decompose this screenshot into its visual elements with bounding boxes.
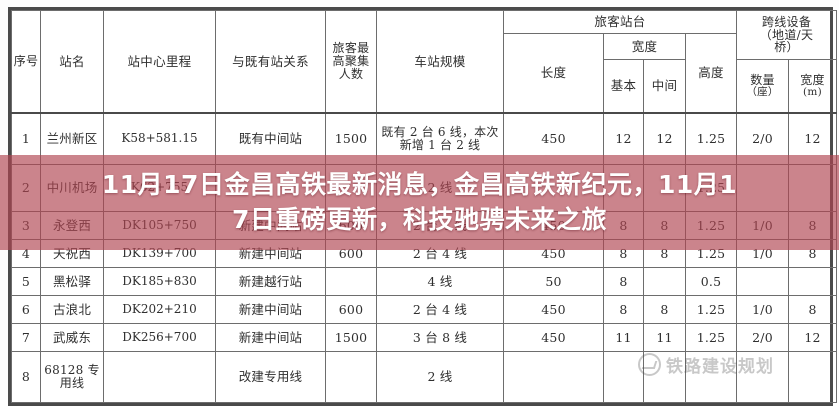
cell-seq: 7 [11,323,41,352]
th-height: 高度 [684,33,738,114]
cell-width-middle: 8 [643,295,686,324]
cell-height: 0.5 [684,267,738,296]
cell-relation: 改建专用线 [215,351,326,403]
cell-station-name: 68128 专用线 [40,351,104,403]
th-platform-group: 旅客站台 [502,10,738,34]
cell-max-gather: 600 [325,295,377,324]
cell-max-gather: 1500 [325,323,377,352]
cell-center-mileage: DK256+700 [103,323,216,352]
cell-station-scale: 3 台 8 线 [376,323,504,352]
th-station-scale: 车站规模 [376,10,504,114]
cell-cross-width: 8 [788,295,838,324]
cell-width-middle [643,267,686,296]
cell-height [684,351,738,403]
cell-length: 50 [503,267,604,296]
cell-cross-width: 12 [788,323,838,352]
cell-station-scale: 2 台 4 线 [376,295,504,324]
cell-width-basic: 8 [603,267,644,296]
th-relation: 与既有站关系 [215,10,326,114]
th-max-gather: 旅客最高聚集人数 [325,10,377,114]
cell-max-gather [325,267,377,296]
cell-quantity [736,351,790,403]
cell-width-middle: 11 [643,323,686,352]
cell-width-basic: 8 [603,295,644,324]
cell-center-mileage: DK185+830 [103,267,216,296]
table-row: 5 黑松驿 DK185+830 新建越行站 4 线 50 8 0.5 [11,267,838,296]
header-row-1: 序号 站名 站中心里程 与既有站关系 旅客最高聚集人数 车站规模 旅客站台 跨线… [11,10,838,114]
cell-station-name: 古浪北 [40,295,104,324]
cell-width-middle [643,351,686,403]
cell-width-basic [603,351,644,403]
table-row: 7 武威东 DK256+700 新建中间站 1500 3 台 8 线 450 1… [11,323,838,352]
table-row: 8 68128 专用线 改建专用线 2 线 [11,351,838,403]
table-row: 6 古浪北 DK202+210 新建中间站 600 2 台 4 线 450 8 … [11,295,838,324]
cell-seq: 6 [11,295,41,324]
cell-seq: 8 [11,351,41,403]
th-station-name: 站名 [40,10,104,114]
th-cross-group: 跨线设备 （地道/天 桥） [736,10,838,60]
th-width-basic: 基本 [603,59,644,114]
cell-station-name: 武威东 [40,323,104,352]
cell-seq: 5 [11,267,41,296]
cell-relation: 新建越行站 [215,267,326,296]
cell-station-name: 黑松驿 [40,267,104,296]
cell-cross-width [788,267,838,296]
cell-relation: 新建中间站 [215,323,326,352]
cell-center-mileage [103,351,216,403]
cell-quantity: 1/0 [736,295,790,324]
headline-overlay: 11月17日金昌高铁最新消息，金昌高铁新纪元，11月1 7日重磅更新，科技驰骋未… [0,155,839,250]
headline-line-2: 7日重磅更新，科技驰骋未来之旅 [232,204,607,234]
header-row-2: 长度 宽度 高度 [12,33,837,114]
cell-max-gather [325,351,377,403]
cell-quantity: 2/0 [736,323,790,352]
cell-station-scale: 2 线 [376,351,504,403]
cell-station-scale: 4 线 [376,267,504,296]
th-cross-quantity: 数量 （座） [736,59,790,114]
cell-width-basic: 11 [603,323,644,352]
cell-height: 1.25 [684,295,738,324]
cell-length: 450 [503,295,604,324]
cell-length [503,351,604,403]
table-head: 序号 站名 站中心里程 与既有站关系 旅客最高聚集人数 车站规模 旅客站台 跨线… [11,10,838,114]
th-seq: 序号 [11,10,41,114]
th-center-mileage: 站中心里程 [103,10,216,114]
th-length: 长度 [503,33,604,114]
cell-quantity [736,267,790,296]
th-width-group: 宽度 [603,33,686,60]
th-cross-width: 宽度 (m) [788,59,838,114]
headline-line-1: 11月17日金昌高铁最新消息，金昌高铁新纪元，11月1 [101,170,738,199]
cell-relation: 新建中间站 [215,295,326,324]
cell-center-mileage: DK202+210 [103,295,216,324]
cell-cross-width [788,351,838,403]
th-width-middle: 中间 [643,59,686,114]
cell-length: 450 [503,323,604,352]
cell-height: 1.25 [684,323,738,352]
